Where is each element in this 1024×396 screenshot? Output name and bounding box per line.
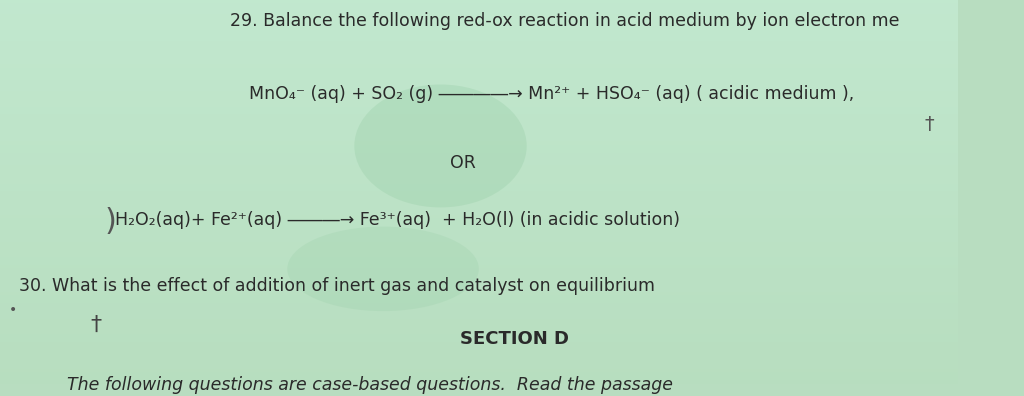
Ellipse shape [354,84,526,208]
Text: OR: OR [451,154,476,171]
Text: SECTION D: SECTION D [460,330,568,348]
Text: †: † [924,115,934,134]
Text: ): ) [104,208,116,236]
Text: MnO₄⁻ (aq) + SO₂ (g) ――――→ Mn²⁺ + HSO₄⁻ (aq) ( acidic medium ),: MnO₄⁻ (aq) + SO₂ (g) ――――→ Mn²⁺ + HSO₄⁻ … [249,84,854,103]
Text: 30. What is the effect of addition of inert gas and catalyst on equilibrium: 30. What is the effect of addition of in… [19,276,655,295]
Text: •: • [9,303,17,318]
Text: †: † [90,315,101,335]
Text: H₂O₂(aq)+ Fe²⁺(aq) ―――→ Fe³⁺(aq)  + H₂O(l) (in acidic solution): H₂O₂(aq)+ Fe²⁺(aq) ―――→ Fe³⁺(aq) + H₂O(l… [115,211,680,229]
Text: The following questions are case-based questions.  Read the passage: The following questions are case-based q… [67,377,673,394]
Ellipse shape [288,227,479,311]
Text: 29. Balance the following red-ox reaction in acid medium by ion electron me: 29. Balance the following red-ox reactio… [229,11,899,30]
